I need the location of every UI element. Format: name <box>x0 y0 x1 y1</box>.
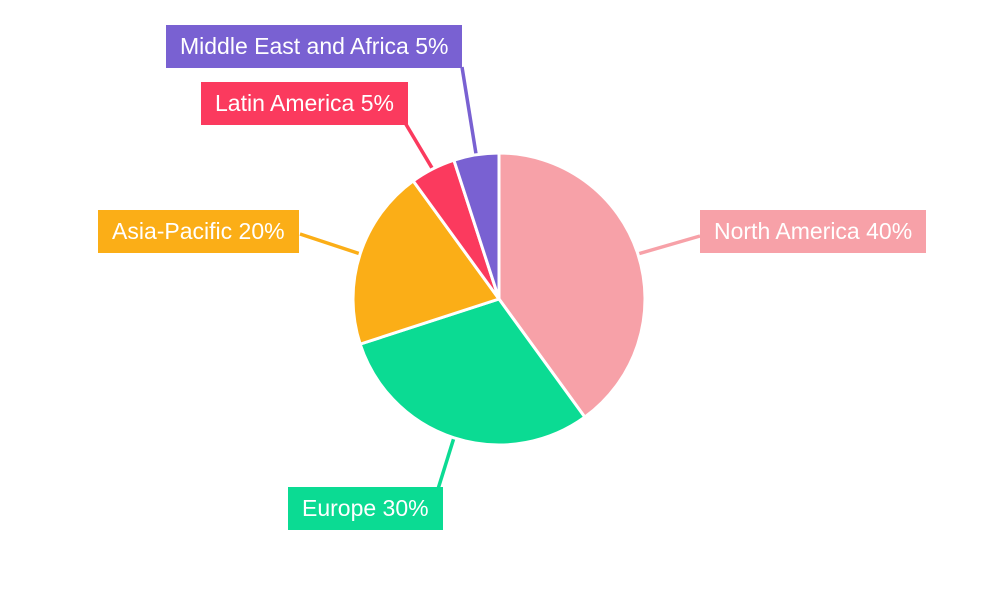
leader-line-middle-east-and-africa <box>460 66 479 158</box>
callout-label-middle-east-and-africa: Middle East and Africa 5% <box>180 33 449 59</box>
leader-line-europe <box>436 435 457 490</box>
leader-line-asia-pacific <box>299 232 363 257</box>
leader-line-latin-america <box>402 120 436 172</box>
callout-europe: Europe 30% <box>288 487 443 530</box>
callout-label-north-america: North America 40% <box>714 218 913 244</box>
callout-label-latin-america: Latin America 5% <box>215 90 394 116</box>
leader-line-north-america <box>635 234 701 257</box>
leader-lines <box>299 66 701 490</box>
callout-asia-pacific: Asia-Pacific 20% <box>98 210 299 253</box>
pie-slices <box>351 151 647 447</box>
callout-label-asia-pacific: Asia-Pacific 20% <box>112 218 285 244</box>
callout-north-america: North America 40% <box>700 210 927 253</box>
pie-slice-europe[interactable] <box>358 297 587 447</box>
callout-latin-america: Latin America 5% <box>201 82 408 125</box>
pie-slice-north-america[interactable] <box>497 151 647 419</box>
callout-middle-east-and-africa: Middle East and Africa 5% <box>166 25 463 68</box>
pie-slice-middle-east-and-africa[interactable] <box>452 151 501 301</box>
callout-label-europe: Europe 30% <box>302 495 429 521</box>
pie-slice-asia-pacific[interactable] <box>351 179 501 346</box>
